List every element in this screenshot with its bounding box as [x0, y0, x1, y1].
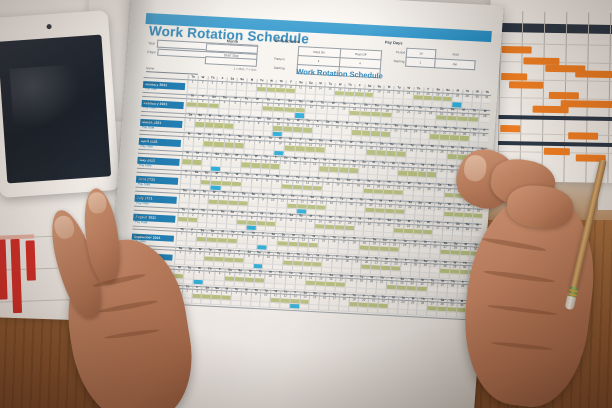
tablet-screen	[0, 34, 112, 184]
pay-days-table: Period 14 days Starting 1 Jan	[383, 46, 476, 70]
screen-glare	[9, 64, 87, 134]
red-bar-chart	[0, 220, 100, 344]
pay-starting-label: Starting	[393, 58, 405, 64]
tablet-device	[0, 10, 121, 198]
document-page: Work Rotation Schedule Year Plant Month …	[101, 0, 504, 408]
pay-starting-month[interactable]: Jan	[434, 58, 476, 70]
pay-days-block: Pay Days Period 14 days Starting 1 Jan	[383, 40, 477, 70]
shift-starting-label: Starting	[273, 65, 285, 70]
field-plant-label: Plant	[147, 49, 156, 55]
field-year-label: Year	[147, 40, 156, 46]
schedule-grid: Tu W Th F Sa Su M Tu W Th F Sa Su M Tu W Th F Sa Su M Tu W Th F S…	[127, 72, 492, 320]
name-caption: Name	[146, 66, 155, 71]
pencil-eraser	[564, 295, 577, 311]
tablet-camera	[46, 23, 52, 30]
gantt-chart-paper	[487, 0, 612, 184]
pay-starting-day[interactable]: 1	[405, 56, 436, 68]
month-note: 1 = Mon, 7 = Sun	[233, 66, 257, 73]
month-block: Month Start Day 1 = Mon, 7 = Sun	[204, 38, 259, 73]
work-rotation-schedule-document[interactable]: Work Rotation Schedule Year Plant Month …	[101, 0, 504, 408]
